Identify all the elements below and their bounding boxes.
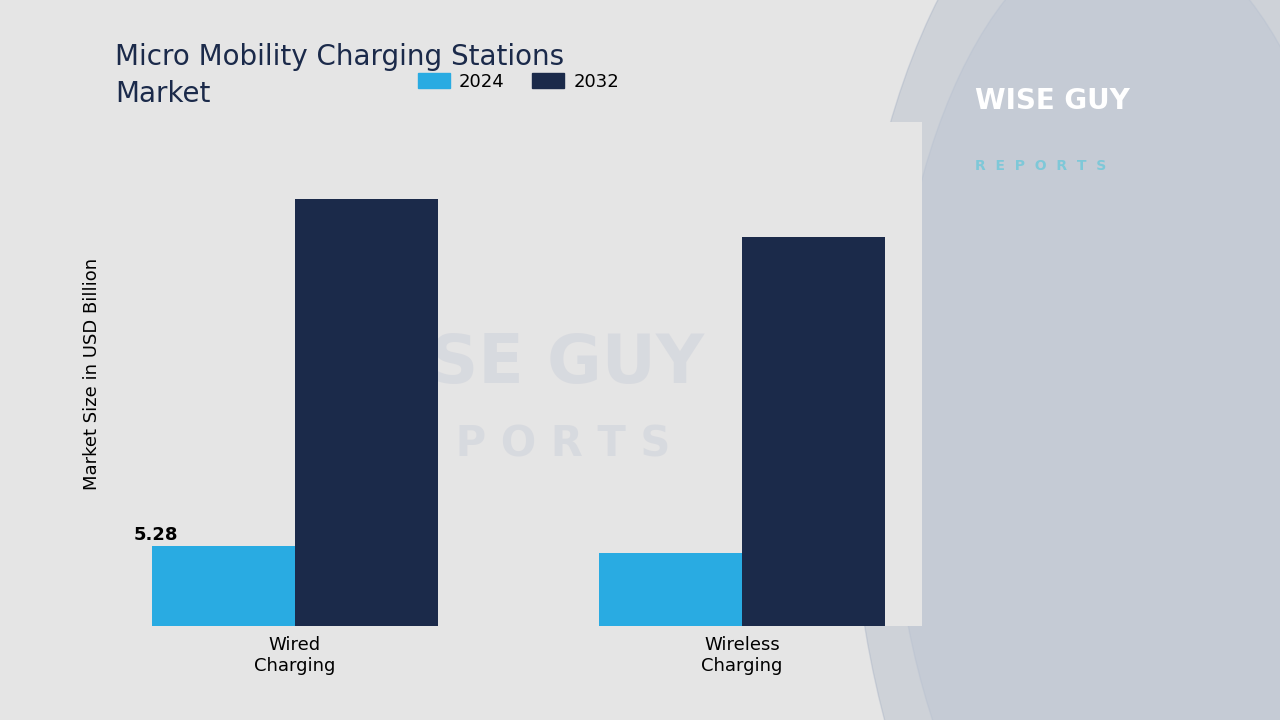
Text: R  E  P  O  R  T  S: R E P O R T S [975,159,1106,173]
Bar [599,553,742,626]
Text: R E P O R T S: R E P O R T S [366,424,671,466]
Bar [742,237,884,626]
Y-axis label: Market Size in USD Billion: Market Size in USD Billion [83,258,101,490]
Circle shape [849,0,1280,720]
Bar [152,546,294,626]
Circle shape [890,0,1280,720]
Text: Micro Mobility Charging Stations
Market: Micro Mobility Charging Stations Market [115,43,564,108]
Text: WISE GUY: WISE GUY [975,87,1129,115]
Bar [294,199,438,626]
Text: WISE GUY: WISE GUY [333,331,704,397]
Text: 5.28: 5.28 [134,526,178,544]
Legend: 2024, 2032: 2024, 2032 [411,66,626,99]
